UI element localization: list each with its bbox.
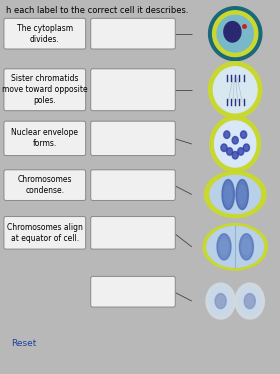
Text: Reset: Reset [11,339,37,348]
Polygon shape [210,116,260,172]
Polygon shape [210,175,260,214]
FancyBboxPatch shape [4,217,86,249]
Polygon shape [242,239,250,254]
Polygon shape [238,287,261,315]
Text: Chromosomes
condense.: Chromosomes condense. [18,175,72,195]
Polygon shape [207,226,263,267]
Polygon shape [203,224,267,270]
FancyBboxPatch shape [4,121,86,156]
Polygon shape [217,15,253,52]
Polygon shape [209,287,232,315]
FancyBboxPatch shape [91,121,175,156]
FancyBboxPatch shape [4,170,86,200]
Polygon shape [239,234,253,260]
Polygon shape [236,180,248,209]
Polygon shape [243,144,249,151]
Polygon shape [235,283,264,319]
Polygon shape [213,67,257,113]
Polygon shape [209,7,262,61]
Polygon shape [232,137,238,144]
Polygon shape [241,131,247,138]
Text: Nuclear envelope
forms.: Nuclear envelope forms. [11,128,78,148]
Polygon shape [220,239,228,254]
Polygon shape [227,148,233,155]
Polygon shape [232,151,238,159]
Polygon shape [215,294,226,309]
Polygon shape [225,185,232,204]
Polygon shape [217,234,231,260]
Polygon shape [206,283,235,319]
Polygon shape [239,185,246,204]
Polygon shape [238,148,244,155]
Text: The cytoplasm
divides.: The cytoplasm divides. [17,24,73,44]
FancyBboxPatch shape [4,18,86,49]
Text: h each label to the correct cell it describes.: h each label to the correct cell it desc… [6,6,188,15]
Polygon shape [224,131,230,138]
FancyBboxPatch shape [91,18,175,49]
Text: Sister chromatids
move toward opposite
poles.: Sister chromatids move toward opposite p… [2,74,88,105]
FancyBboxPatch shape [4,69,86,111]
Polygon shape [213,11,258,56]
Polygon shape [244,294,255,309]
Polygon shape [224,22,241,42]
Polygon shape [204,171,266,218]
Polygon shape [214,121,256,167]
FancyBboxPatch shape [91,69,175,111]
FancyBboxPatch shape [91,217,175,249]
Polygon shape [221,144,227,151]
FancyBboxPatch shape [91,170,175,200]
FancyBboxPatch shape [91,276,175,307]
Polygon shape [209,62,262,118]
Text: Chromosomes align
at equator of cell.: Chromosomes align at equator of cell. [7,223,83,243]
Polygon shape [222,180,234,209]
